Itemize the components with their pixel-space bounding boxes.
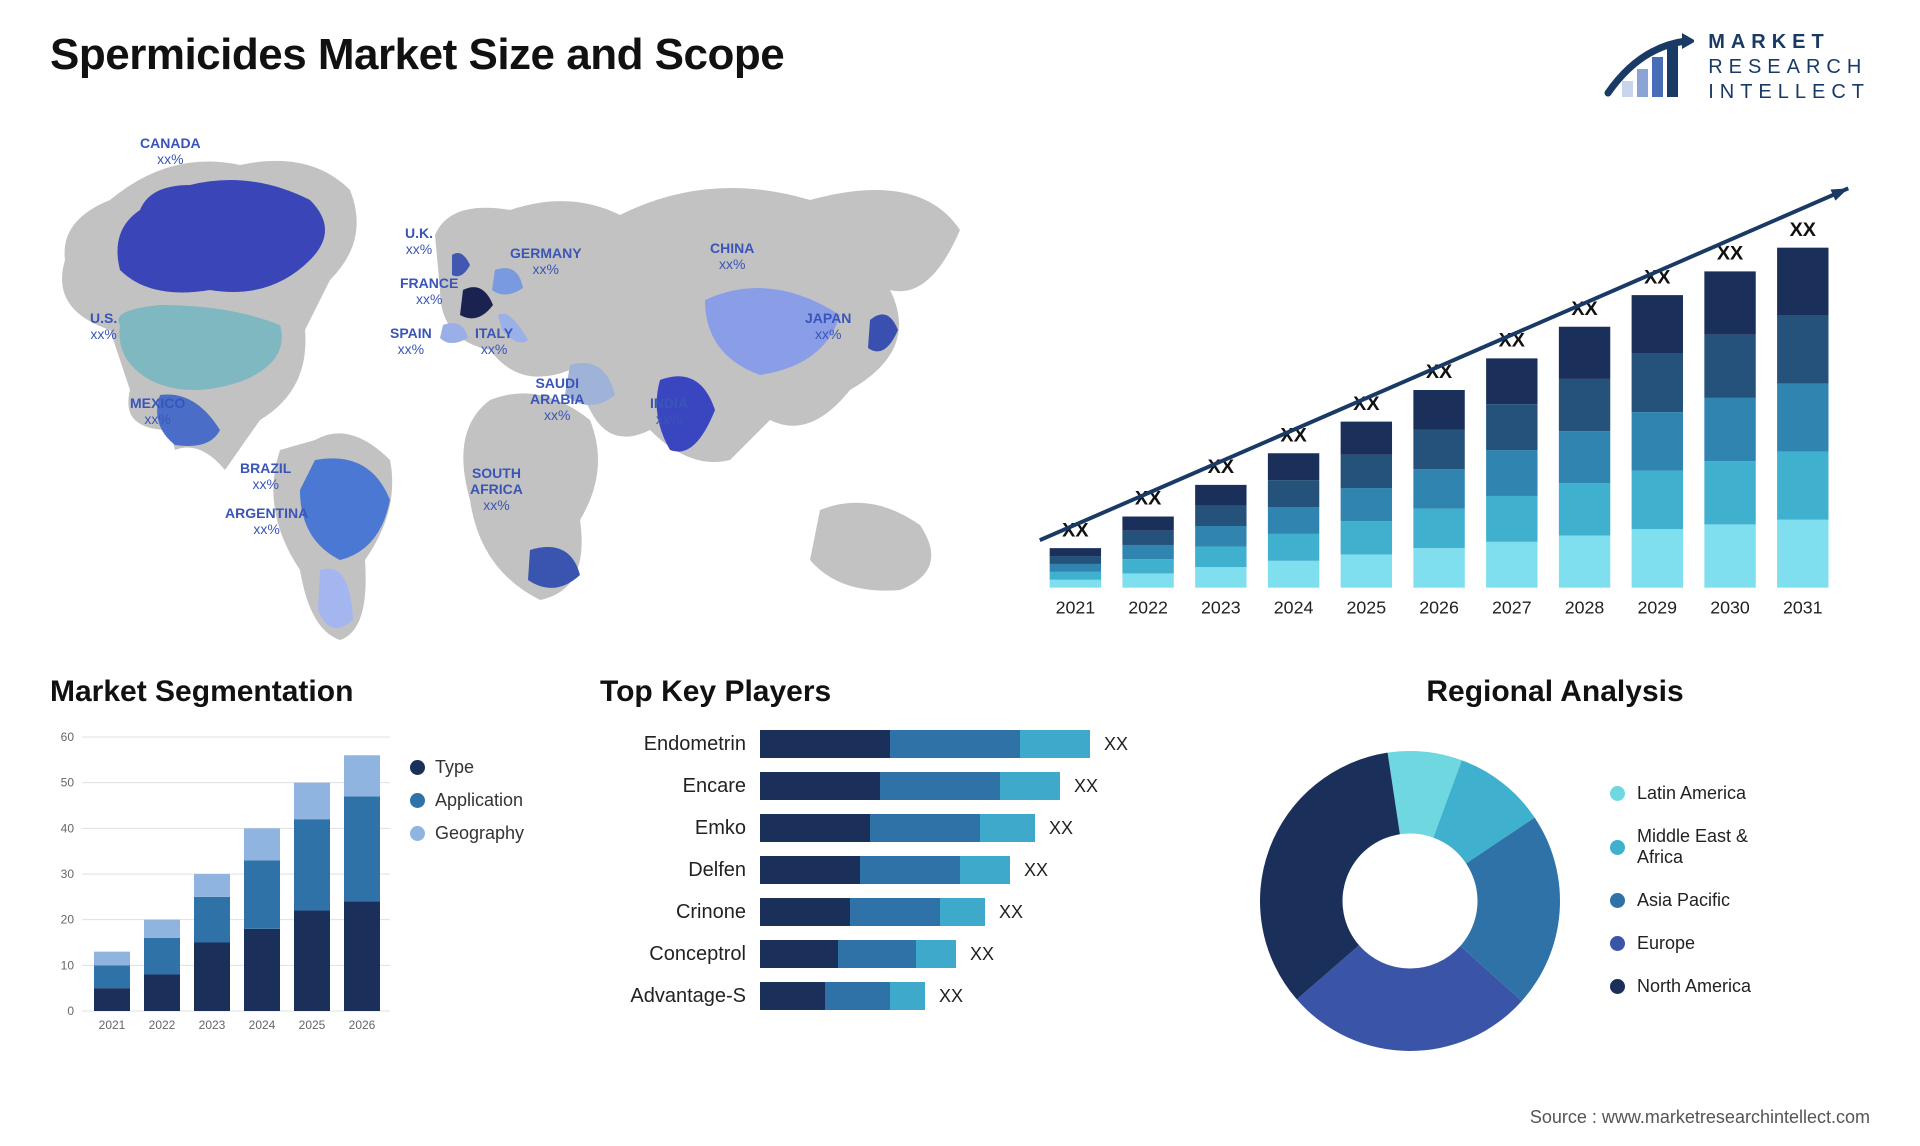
map-label: BRAZILxx% — [240, 460, 291, 492]
world-map: CANADAxx% U.S.xx% MEXICOxx% BRAZILxx% ARGENT… — [50, 125, 980, 655]
map-label: SAUDIARABIAxx% — [530, 375, 584, 423]
svg-text:2021: 2021 — [99, 1018, 126, 1032]
svg-text:2024: 2024 — [249, 1018, 276, 1032]
svg-text:2031: 2031 — [1783, 597, 1823, 617]
player-bar — [760, 730, 1090, 758]
map-label: GERMANYxx% — [510, 245, 582, 277]
player-bar — [760, 856, 1010, 884]
player-row: Encare XX — [600, 769, 1210, 803]
player-value: XX — [1060, 776, 1098, 797]
player-bar — [760, 982, 925, 1010]
svg-text:10: 10 — [61, 958, 75, 972]
map-label: SOUTHAFRICAxx% — [470, 465, 523, 513]
svg-text:2028: 2028 — [1565, 597, 1605, 617]
svg-text:50: 50 — [61, 776, 75, 790]
player-value: XX — [985, 902, 1023, 923]
regional-panel: Regional Analysis Latin America Middle Ea… — [1240, 675, 1870, 1075]
player-row: Advantage-S XX — [600, 979, 1210, 1013]
player-name: Encare — [600, 775, 760, 798]
svg-text:2027: 2027 — [1492, 597, 1532, 617]
map-label: ITALYxx% — [475, 325, 513, 357]
region-legend-item: Europe — [1610, 933, 1870, 954]
player-row: Crinone XX — [600, 895, 1210, 929]
players-title: Top Key Players — [600, 675, 1210, 709]
svg-text:2021: 2021 — [1056, 597, 1096, 617]
player-name: Delfen — [600, 859, 760, 882]
map-label: CANADAxx% — [140, 135, 201, 167]
segmentation-chart: 0 10 20 30 40 50 60 2021 2022 2023 2024 2025 2026 — [50, 727, 390, 1037]
player-bar — [760, 814, 1035, 842]
segmentation-legend: Type Application Geography — [410, 727, 570, 1037]
player-name: Endometrin — [600, 733, 760, 756]
map-label: U.K.xx% — [405, 225, 433, 257]
growth-chart: 2021XX2022XX2023XX2024XX2025XX2026XX2027… — [1020, 125, 1870, 655]
region-legend-item: Middle East &Africa — [1610, 826, 1870, 868]
map-label: INDIAxx% — [650, 395, 688, 427]
map-label: SPAINxx% — [390, 325, 432, 357]
brand-logo: MARKET RESEARCH INTELLECT — [1604, 30, 1870, 105]
page-title: Spermicides Market Size and Scope — [50, 30, 784, 80]
svg-text:40: 40 — [61, 821, 75, 835]
logo-line1: MARKET — [1708, 30, 1870, 55]
player-row: Emko XX — [600, 811, 1210, 845]
logo-line2: RESEARCH — [1708, 55, 1870, 80]
svg-text:2023: 2023 — [1201, 597, 1241, 617]
player-value: XX — [1010, 860, 1048, 881]
segmentation-title: Market Segmentation — [50, 675, 570, 709]
svg-text:2029: 2029 — [1638, 597, 1678, 617]
segmentation-legend-item: Type — [410, 757, 570, 778]
player-value: XX — [925, 986, 963, 1007]
svg-text:0: 0 — [67, 1004, 74, 1018]
svg-text:2030: 2030 — [1710, 597, 1750, 617]
svg-text:2025: 2025 — [299, 1018, 326, 1032]
segmentation-legend-item: Geography — [410, 823, 570, 844]
player-bar — [760, 898, 985, 926]
regional-title: Regional Analysis — [1426, 675, 1683, 709]
source-label: Source : www.marketresearchintellect.com — [1530, 1107, 1870, 1128]
map-label: JAPANxx% — [805, 310, 851, 342]
map-label: MEXICOxx% — [130, 395, 185, 427]
map-label: U.S.xx% — [90, 310, 117, 342]
player-row: Delfen XX — [600, 853, 1210, 887]
logo-line3: INTELLECT — [1708, 80, 1870, 105]
svg-text:20: 20 — [61, 913, 75, 927]
map-label: ARGENTINAxx% — [225, 505, 308, 537]
players-chart: EndometrinXXEncareXXEmkoXXDelfenXXCrinon… — [600, 727, 1210, 1013]
regional-donut — [1240, 731, 1580, 1071]
svg-text:2023: 2023 — [199, 1018, 226, 1032]
svg-text:2024: 2024 — [1274, 597, 1314, 617]
map-label: CHINAxx% — [710, 240, 754, 272]
svg-text:2026: 2026 — [1419, 597, 1459, 617]
player-bar — [760, 772, 1060, 800]
player-name: Crinone — [600, 901, 760, 924]
svg-text:XX: XX — [1790, 219, 1816, 241]
svg-text:2026: 2026 — [349, 1018, 376, 1032]
segmentation-panel: Market Segmentation 0 10 20 30 40 50 60 2021 202… — [50, 675, 570, 1075]
region-legend-item: Asia Pacific — [1610, 890, 1870, 911]
svg-text:2025: 2025 — [1347, 597, 1387, 617]
map-label: FRANCExx% — [400, 275, 458, 307]
player-name: Emko — [600, 817, 760, 840]
region-legend-item: Latin America — [1610, 783, 1870, 804]
svg-text:2022: 2022 — [1128, 597, 1168, 617]
svg-text:60: 60 — [61, 730, 75, 744]
player-row: Endometrin XX — [600, 727, 1210, 761]
player-value: XX — [1090, 734, 1128, 755]
player-value: XX — [1035, 818, 1073, 839]
player-value: XX — [956, 944, 994, 965]
player-bar — [760, 940, 956, 968]
logo-mark-icon — [1604, 33, 1694, 103]
player-name: Conceptrol — [600, 943, 760, 966]
svg-text:2022: 2022 — [149, 1018, 176, 1032]
regional-legend: Latin America Middle East &Africa Asia Pac… — [1610, 783, 1870, 1019]
players-panel: Top Key Players EndometrinXXEncareXXEmko… — [600, 675, 1210, 1075]
player-name: Advantage-S — [600, 985, 760, 1008]
svg-text:30: 30 — [61, 867, 75, 881]
segmentation-legend-item: Application — [410, 790, 570, 811]
region-legend-item: North America — [1610, 976, 1870, 997]
player-row: Conceptrol XX — [600, 937, 1210, 971]
